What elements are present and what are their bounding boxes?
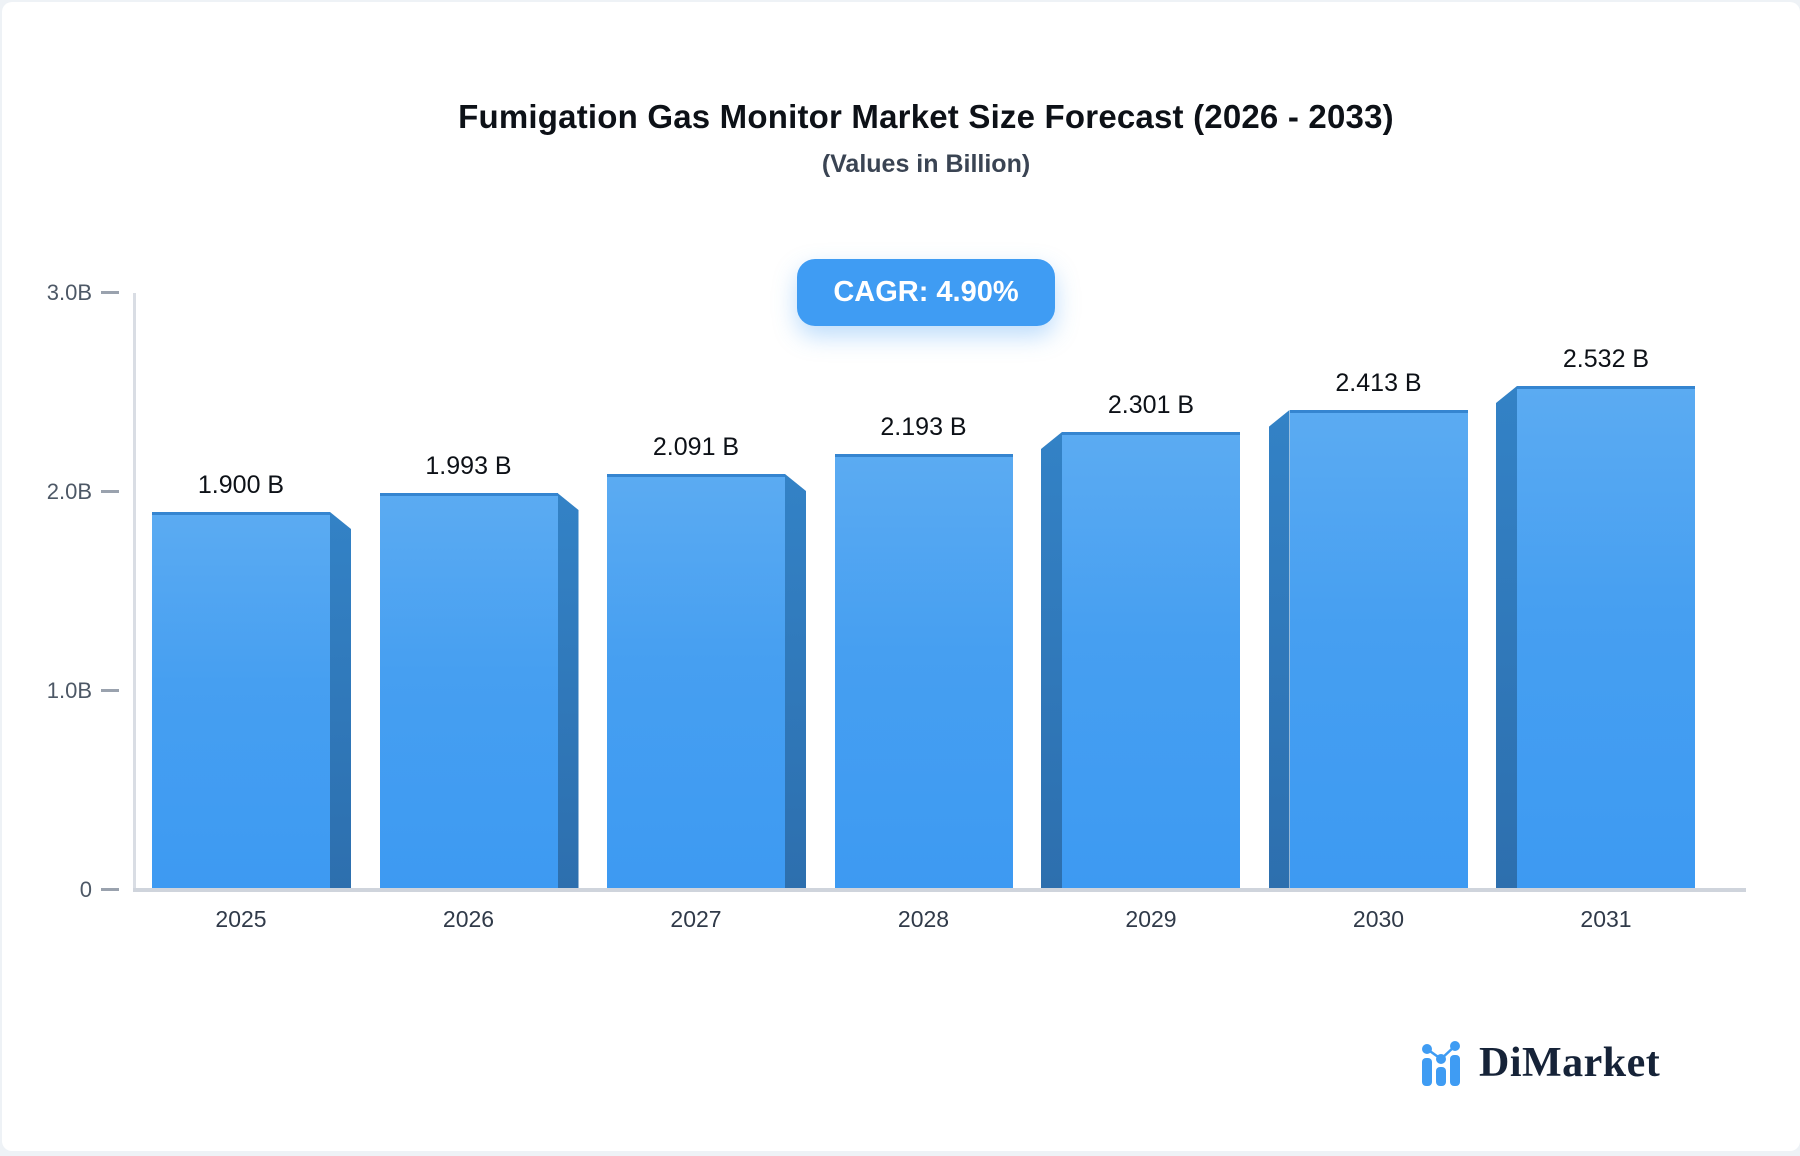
y-tick-label: 2.0B <box>46 479 92 504</box>
bar-side-panel <box>1496 386 1517 888</box>
bar-face <box>379 493 558 888</box>
bar-side-panel <box>330 512 351 888</box>
bar <box>1041 432 1240 888</box>
x-tick-label: 2029 <box>1125 906 1177 932</box>
bar-face <box>607 474 785 888</box>
chart-title: Fumigation Gas Monitor Market Size Forec… <box>458 98 1394 135</box>
x-axis-line <box>133 888 1746 892</box>
bar-value-label: 2.301 B <box>1107 391 1195 419</box>
bar <box>379 493 579 888</box>
bar <box>1496 386 1695 888</box>
x-tick-label: 2028 <box>897 906 950 932</box>
logo-text: DiMarket <box>1479 1040 1661 1086</box>
x-tick-label: 2025 <box>215 906 267 932</box>
x-tick-label: 2031 <box>1580 906 1632 932</box>
cagr-badge: CAGR: 4.90% <box>797 259 1055 326</box>
chart-subtitle: (Values in Billion) <box>821 150 1031 178</box>
brand-logo: DiMarket <box>1420 1038 1660 1088</box>
bar-face <box>1062 432 1240 888</box>
x-tick-label: 2027 <box>670 906 722 932</box>
bar <box>1268 410 1468 888</box>
bar-value-label: 1.993 B <box>425 452 512 480</box>
bar-value-label: 2.532 B <box>1562 345 1650 373</box>
y-tick-mark <box>101 490 119 493</box>
y-tick-label: 3.0B <box>46 280 92 305</box>
bar-value-label: 2.091 B <box>652 433 740 461</box>
bar-side-panel <box>557 493 579 888</box>
bar-face <box>152 512 330 888</box>
bar-face <box>834 454 1013 888</box>
cagr-badge-row: CAGR: 4.90% <box>52 259 1800 326</box>
bar-value-label: 2.413 B <box>1335 369 1422 397</box>
bar-face <box>1289 410 1468 888</box>
bar-face <box>1517 386 1695 888</box>
bar <box>607 474 806 888</box>
x-tick-label: 2030 <box>1352 906 1405 932</box>
y-tick-mark <box>101 689 119 692</box>
bar-value-label: 2.193 B <box>880 413 967 441</box>
y-axis-line <box>133 293 136 890</box>
bar <box>834 454 1013 888</box>
bar-side-panel <box>1268 410 1290 888</box>
bar-value-label: 1.900 B <box>197 471 285 499</box>
logo-icon <box>1422 1041 1460 1086</box>
bar <box>152 512 351 888</box>
x-tick-label: 2026 <box>442 906 495 932</box>
y-tick-mark <box>101 291 119 294</box>
y-tick-label: 1.0B <box>46 678 92 703</box>
bar-side-panel <box>1041 432 1062 888</box>
y-tick-mark <box>101 888 119 891</box>
y-tick-label: 0 <box>79 877 92 902</box>
bar-side-panel <box>785 474 806 888</box>
